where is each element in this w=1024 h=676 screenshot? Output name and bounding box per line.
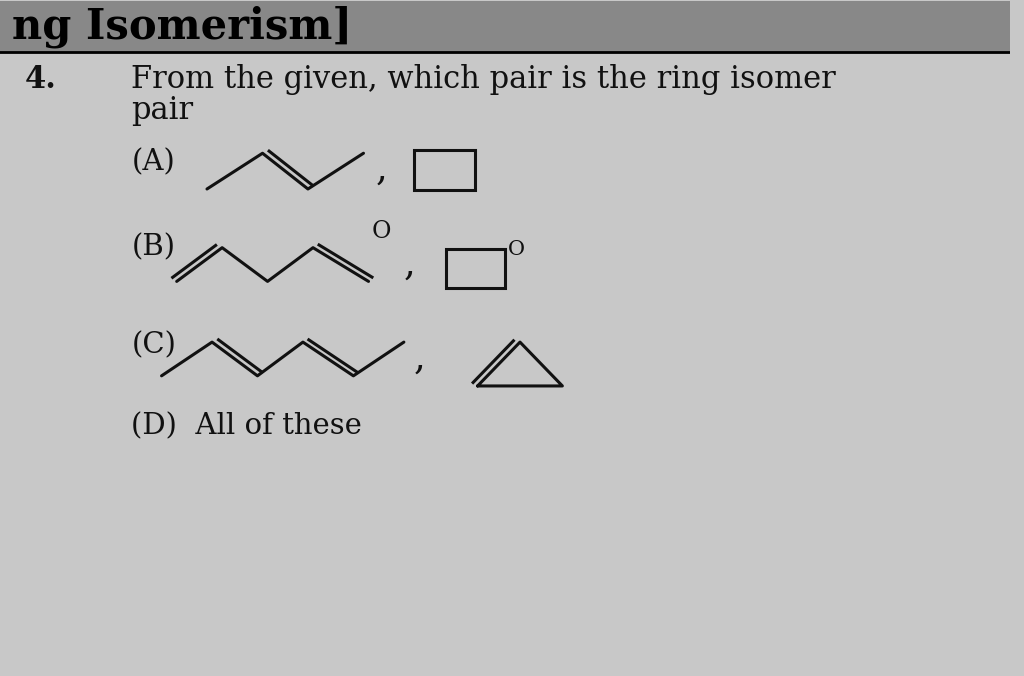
Text: 4.: 4. <box>26 64 57 95</box>
Text: From the given, which pair is the ring isomer: From the given, which pair is the ring i… <box>131 64 836 95</box>
Text: (A): (A) <box>131 148 175 176</box>
Text: pair: pair <box>131 95 194 126</box>
Text: O: O <box>508 239 525 258</box>
Text: (C): (C) <box>131 331 176 360</box>
Bar <box>0 1 1010 52</box>
Text: (D)  All of these: (D) All of these <box>131 412 362 441</box>
Text: (B): (B) <box>131 234 175 262</box>
Bar <box>414 150 474 191</box>
Text: O: O <box>372 220 391 243</box>
Bar <box>446 249 505 288</box>
Text: ,: , <box>414 341 426 377</box>
Text: ng Isomerism]: ng Isomerism] <box>12 6 352 49</box>
Text: ,: , <box>376 152 387 188</box>
Text: ,: , <box>403 247 416 283</box>
